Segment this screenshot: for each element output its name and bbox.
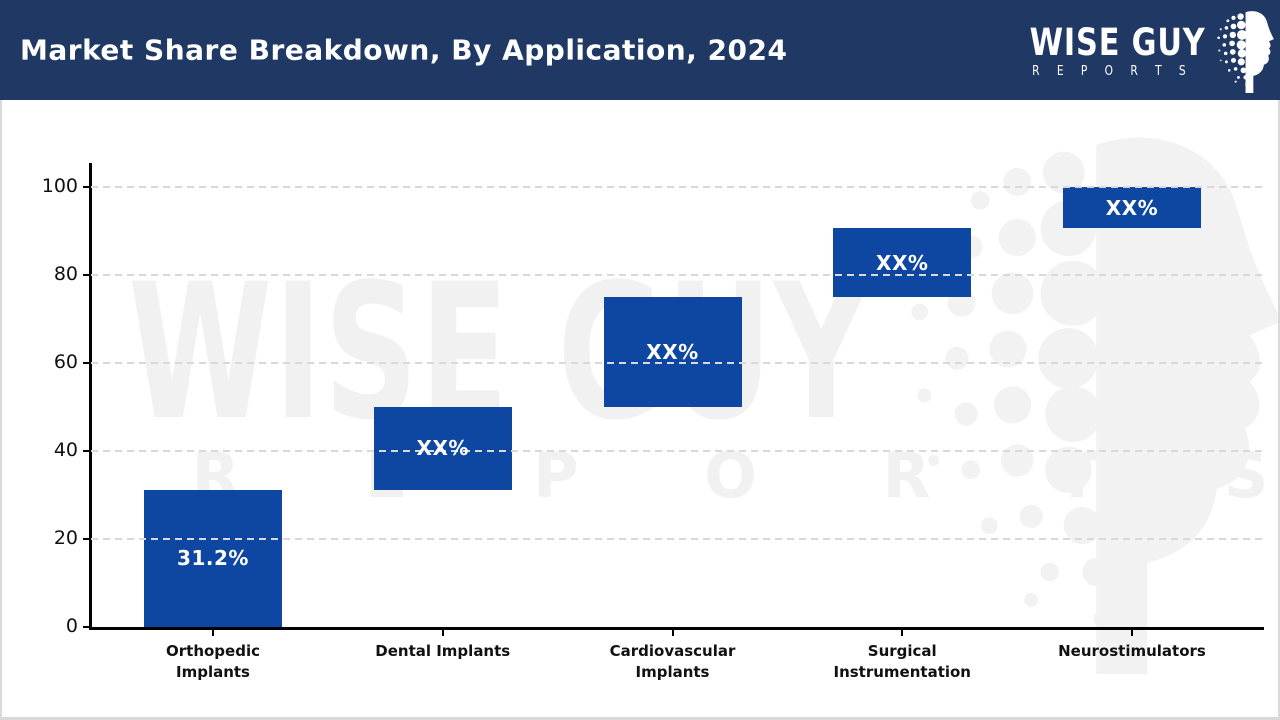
- gridline-y60: [91, 362, 1264, 364]
- x-category-label-line: Surgical: [867, 642, 937, 660]
- y-axis-line: [89, 163, 92, 629]
- x-axis-line: [89, 627, 1264, 630]
- y-tick-label: 0: [65, 615, 78, 637]
- gridline-y100: [91, 186, 1264, 188]
- gridline-y20: [91, 538, 1264, 540]
- y-tick-label: 20: [53, 527, 78, 549]
- bar-cardiovascular-implants: [603, 297, 742, 407]
- y-tick-mark: [83, 538, 91, 540]
- bar-value-label: 31.2%: [177, 546, 249, 571]
- bar-dental-implants: [373, 407, 512, 490]
- bar-neurostimulators: [1063, 187, 1201, 229]
- x-category-label: Neurostimulators: [1017, 641, 1247, 662]
- bar-value-label: XX%: [416, 436, 469, 461]
- x-category-label: Cardiovascular Implants: [558, 641, 788, 683]
- logo-wordmark: WISE GUY: [1030, 21, 1206, 64]
- x-category-label-line: Instrumentation: [833, 663, 971, 681]
- x-tick-mark: [901, 629, 904, 636]
- y-tick-label: 100: [41, 175, 78, 197]
- y-tick-mark: [83, 186, 91, 188]
- x-category-label: Surgical Instrumentation: [787, 641, 1017, 683]
- x-category-label-line: Cardiovascular: [609, 642, 736, 660]
- bar-value-label: XX%: [1105, 195, 1159, 220]
- x-category-label-line: Implants: [176, 663, 250, 681]
- x-category-label-line: Orthopedic: [166, 642, 260, 660]
- y-tick-mark: [83, 274, 91, 276]
- y-tick-mark: [83, 626, 91, 628]
- y-tick-label: 40: [53, 439, 78, 461]
- x-category-label-line: Neurostimulators: [1058, 642, 1206, 660]
- x-category-label-line: Dental Implants: [375, 642, 511, 660]
- x-tick-mark: [441, 629, 444, 636]
- x-category-label: Dental Implants: [328, 641, 558, 662]
- gridline-y80: [91, 274, 1264, 276]
- logo-text: WISE GUY R E P O R T S: [1030, 24, 1206, 79]
- y-tick-mark: [83, 450, 91, 452]
- y-tick-mark: [83, 362, 91, 364]
- bar-surgical-instrumentation: [833, 228, 972, 297]
- header-bar: Market Share Breakdown, By Application, …: [0, 0, 1280, 100]
- y-tick-label: 60: [53, 351, 78, 373]
- x-category-label: Orthopedic Implants: [98, 641, 328, 683]
- y-tick-label: 80: [53, 263, 78, 285]
- x-tick-mark: [671, 629, 674, 636]
- chart-panel: WISE GUY R E P O R T S 0 20 40 60 80 100 31.2%…: [0, 100, 1280, 720]
- bar-value-label: XX%: [646, 340, 699, 364]
- bar-orthopedic-implants: [144, 489, 282, 627]
- page-title: Market Share Breakdown, By Application, …: [20, 33, 788, 67]
- face-profile-dots-icon: [1210, 8, 1274, 93]
- x-tick-mark: [1131, 629, 1133, 636]
- bar-value-label: XX%: [876, 250, 929, 275]
- gridline-y40: [91, 450, 1264, 452]
- wise-guy-logo: WISE GUY R E P O R T S: [1026, 0, 1276, 100]
- x-category-label-line: Implants: [635, 663, 710, 681]
- logo-subtitle: R E P O R T S: [1032, 64, 1194, 79]
- x-tick-mark: [212, 629, 214, 636]
